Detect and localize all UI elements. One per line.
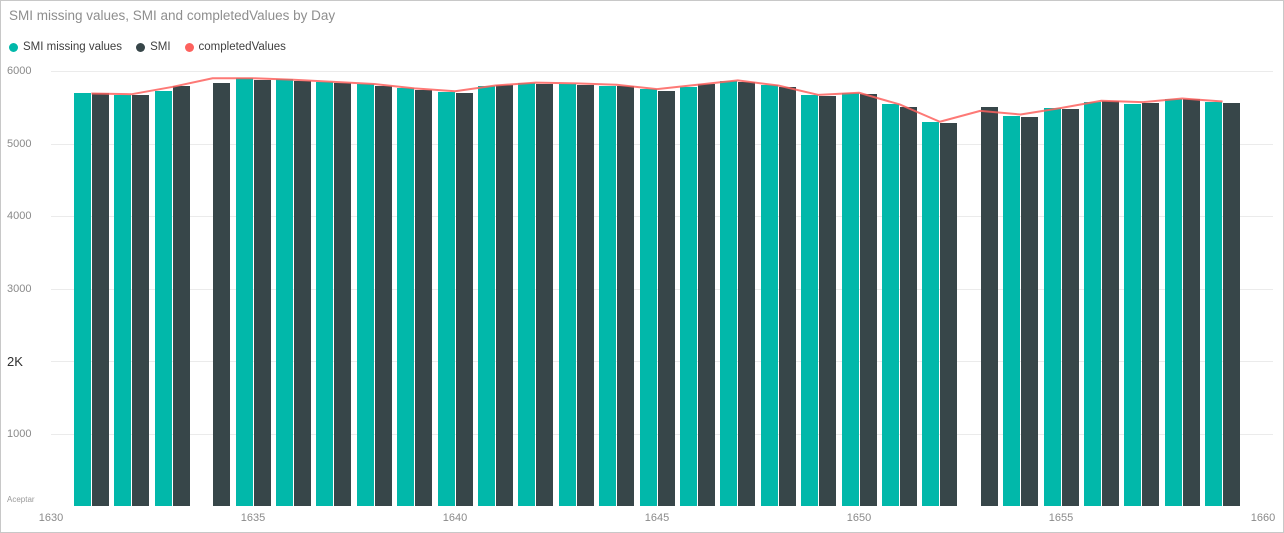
bar-smi[interactable] (1101, 100, 1119, 506)
gridline (51, 71, 1273, 72)
bar-smi[interactable] (1061, 109, 1079, 506)
x-axis-label: 1640 (442, 512, 468, 524)
legend-item-2[interactable]: completedValues (184, 41, 286, 53)
y-axis-label: 6000 (7, 65, 32, 77)
bar-smi[interactable] (132, 94, 150, 506)
bar-smi-missing-values[interactable] (477, 86, 495, 506)
bar-smi-missing-values[interactable] (356, 84, 374, 506)
x-axis-label: 1655 (1048, 512, 1074, 524)
x-axis-label: 1660 (1250, 512, 1276, 524)
bar-smi-missing-values[interactable] (881, 103, 899, 506)
bar-smi[interactable] (1182, 98, 1200, 506)
bar-smi-missing-values[interactable] (1083, 102, 1101, 506)
bar-smi-missing-values[interactable] (1205, 102, 1223, 506)
bar-smi[interactable] (1223, 102, 1241, 506)
bar-smi-missing-values[interactable] (922, 122, 940, 506)
legend-swatch-icon (9, 42, 18, 52)
bar-smi-missing-values[interactable] (760, 84, 778, 506)
bar-smi-missing-values[interactable] (154, 91, 172, 506)
bar-smi-missing-values[interactable] (275, 78, 293, 506)
bar-smi-missing-values[interactable] (841, 92, 859, 506)
bar-smi-missing-values[interactable] (720, 81, 738, 506)
bar-smi[interactable] (980, 106, 998, 506)
bar-smi-missing-values[interactable] (235, 77, 253, 506)
bar-smi-missing-values[interactable] (73, 93, 91, 506)
bar-smi-missing-values[interactable] (518, 83, 536, 506)
bar-smi-missing-values[interactable] (1043, 107, 1061, 506)
legend-swatch-icon (136, 42, 146, 52)
legend-item-0[interactable]: SMI missing values (9, 41, 122, 53)
legend-swatch-icon (184, 42, 194, 52)
bar-smi[interactable] (334, 83, 352, 506)
bar-smi[interactable] (172, 86, 190, 506)
legend-label: completedValues (198, 41, 286, 53)
x-axis-label: 1650 (846, 512, 872, 524)
y-axis-label: 4000 (7, 210, 32, 222)
x-axis-label: 1630 (38, 512, 64, 524)
bar-smi[interactable] (859, 94, 877, 506)
bar-smi[interactable] (293, 81, 311, 506)
chart-title: SMI missing values, SMI and completedVal… (9, 8, 336, 23)
bar-smi[interactable] (940, 123, 958, 506)
bar-smi-missing-values[interactable] (1124, 103, 1142, 506)
y-axis-label: 5000 (7, 137, 32, 150)
x-axis-label: 1645 (644, 512, 670, 524)
legend: SMI missing values SMI completedValues (9, 39, 286, 55)
y-axis-label: 3000 (7, 282, 32, 295)
bar-smi[interactable] (455, 92, 473, 506)
bar-smi[interactable] (415, 89, 433, 506)
bar-smi-missing-values[interactable] (1003, 115, 1021, 506)
bar-smi-missing-values[interactable] (679, 86, 697, 506)
bar-smi[interactable] (778, 86, 796, 506)
bar-smi-missing-values[interactable] (639, 89, 657, 506)
x-axis-label: 1635 (240, 512, 266, 524)
bar-smi[interactable] (576, 84, 594, 506)
bar-smi-missing-values[interactable] (801, 94, 819, 506)
bar-smi-missing-values[interactable] (316, 81, 334, 506)
bar-smi[interactable] (374, 85, 392, 506)
bar-smi[interactable] (899, 106, 917, 506)
aceptar-label: Aceptar (7, 495, 35, 504)
bar-smi[interactable] (91, 93, 109, 506)
bar-smi[interactable] (819, 96, 837, 506)
bar-smi[interactable] (213, 83, 231, 506)
bar-smi-missing-values[interactable] (437, 92, 455, 506)
bar-smi-missing-values[interactable] (397, 88, 415, 506)
bar-smi[interactable] (1021, 116, 1039, 506)
y-axis-label: 1000 (7, 427, 32, 440)
bar-smi[interactable] (697, 84, 715, 506)
legend-label: SMI (150, 41, 171, 53)
bar-smi[interactable] (657, 90, 675, 506)
bar-smi[interactable] (495, 84, 513, 506)
legend-item-1[interactable]: SMI (136, 41, 171, 53)
bar-smi[interactable] (738, 81, 756, 506)
bar-smi-missing-values[interactable] (1164, 99, 1182, 506)
bar-smi[interactable] (253, 79, 271, 506)
y-axis-label: 2K (7, 354, 23, 369)
bar-smi-missing-values[interactable] (558, 84, 576, 506)
bar-smi[interactable] (1142, 102, 1160, 506)
bar-smi[interactable] (536, 84, 554, 506)
bar-smi-missing-values[interactable] (599, 85, 617, 506)
legend-label: SMI missing values (23, 41, 123, 53)
bar-smi-missing-values[interactable] (114, 94, 132, 506)
bar-smi[interactable] (617, 86, 635, 506)
